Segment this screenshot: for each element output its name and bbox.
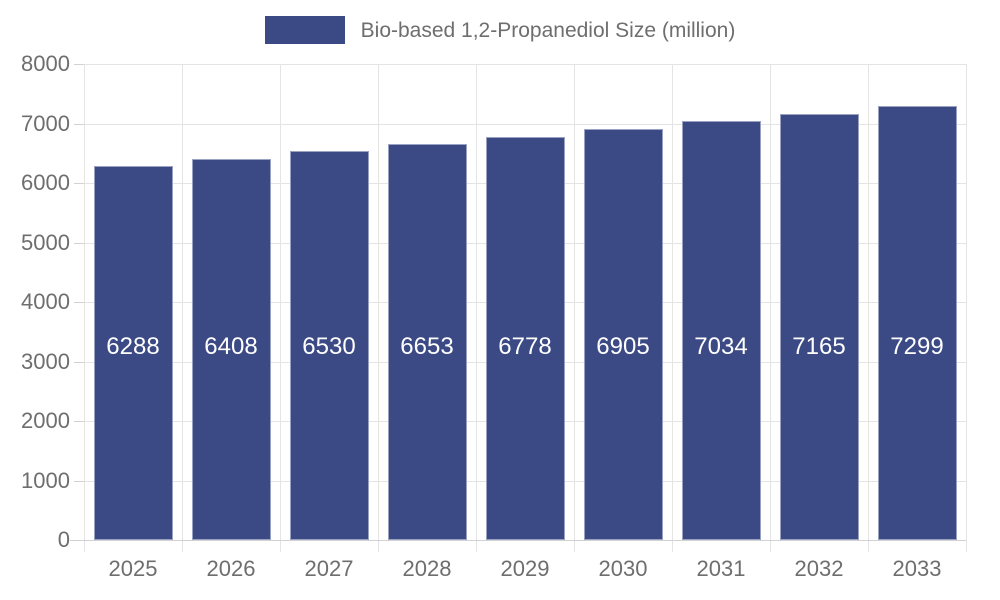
legend-item-bio-based-size[interactable]: Bio-based 1,2-Propanediol Size (million) [264, 16, 736, 44]
x-axis-tick-label: 2030 [598, 556, 648, 581]
chart-legend: Bio-based 1,2-Propanediol Size (million) [0, 10, 1000, 50]
y-axis-tick-label: 7000 [21, 110, 70, 136]
x-axis-tick-label: 2028 [402, 556, 452, 581]
bar[interactable] [387, 144, 467, 540]
bar-value-label: 6653 [400, 333, 454, 360]
legend-label: Bio-based 1,2-Propanediol Size (million) [360, 18, 736, 42]
gridline-vertical [378, 64, 379, 552]
bar-value-label: 7165 [792, 333, 846, 360]
bar[interactable] [93, 165, 173, 540]
y-axis-tick-mark [74, 361, 84, 363]
x-axis-tick-label: 2027 [304, 556, 354, 581]
y-axis-tick-mark [74, 123, 84, 125]
gridline-horizontal [84, 64, 966, 65]
gridline-vertical [84, 64, 85, 552]
bar-value-label: 6530 [302, 333, 356, 360]
x-axis-tick-label: 2032 [794, 556, 844, 581]
y-axis-tick-label: 6000 [21, 170, 70, 195]
y-axis-tick-label: 4000 [21, 289, 70, 314]
x-axis-tick-label: 2029 [500, 556, 550, 581]
y-axis-tick-label: 8000 [21, 51, 70, 76]
y-axis-tick-label: 5000 [21, 229, 70, 255]
gridline-vertical [280, 64, 281, 552]
gridline-horizontal [84, 123, 966, 125]
y-axis-tick-mark [74, 480, 84, 482]
gridline-vertical [476, 64, 477, 552]
x-axis-tick-label: 2025 [108, 556, 158, 581]
bar-value-label: 6408 [204, 333, 258, 360]
x-axis-tick-label: 2026 [206, 556, 256, 581]
bar[interactable] [779, 113, 859, 540]
y-axis-tick-mark [74, 183, 84, 184]
y-axis-tick-label: 0 [57, 527, 70, 552]
bar[interactable] [191, 158, 271, 540]
bar-value-label: 7299 [890, 333, 944, 360]
y-axis-tick-mark [74, 302, 84, 303]
bar-value-label: 7034 [694, 333, 748, 360]
gridline-vertical [182, 64, 183, 552]
bar-value-label: 6905 [596, 333, 650, 360]
y-axis-tick-label: 1000 [21, 467, 70, 493]
x-axis-tick-label: 2031 [696, 556, 746, 581]
plot-area: 6288 6408 6530 6653 6778 6905 7034 7165 7299 [70, 64, 967, 552]
y-axis-tick-mark [74, 421, 84, 422]
gridline-vertical [672, 64, 673, 552]
y-axis-tick-mark [74, 242, 84, 244]
bar[interactable] [583, 129, 663, 540]
y-axis-tick-label: 3000 [21, 348, 70, 374]
gridline-vertical [966, 64, 967, 552]
bar[interactable] [877, 105, 957, 540]
y-axis-tick-mark [74, 64, 84, 65]
x-axis-tick-label: 2033 [892, 556, 942, 581]
gridline-vertical [868, 64, 869, 552]
gridline-vertical [770, 64, 771, 552]
bar-value-label: 6288 [106, 333, 160, 360]
bar[interactable] [681, 121, 761, 540]
y-axis-tick-label: 2000 [21, 408, 70, 433]
gridline-vertical [574, 64, 575, 552]
x-axis-baseline [70, 540, 966, 541]
bar[interactable] [485, 136, 565, 540]
legend-color-swatch-icon [264, 16, 345, 44]
bar-value-label: 6778 [498, 333, 552, 360]
bar[interactable] [289, 151, 369, 540]
